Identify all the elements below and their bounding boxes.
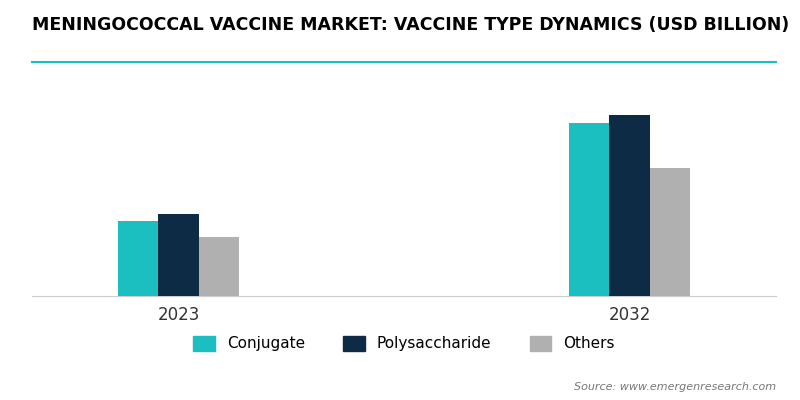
Bar [569, 123, 609, 296]
Text: MENINGOCOCCAL VACCINE MARKET: VACCINE TYPE DYNAMICS (USD BILLION): MENINGOCOCCAL VACCINE MARKET: VACCINE TY… [32, 16, 790, 34]
Bar [199, 237, 239, 296]
Bar [118, 221, 158, 296]
Bar [609, 115, 650, 296]
Bar [158, 214, 199, 296]
Text: Source: www.emergenresearch.com: Source: www.emergenresearch.com [574, 382, 776, 392]
Bar [650, 168, 690, 296]
Legend: Conjugate, Polysaccharide, Others: Conjugate, Polysaccharide, Others [187, 330, 621, 358]
